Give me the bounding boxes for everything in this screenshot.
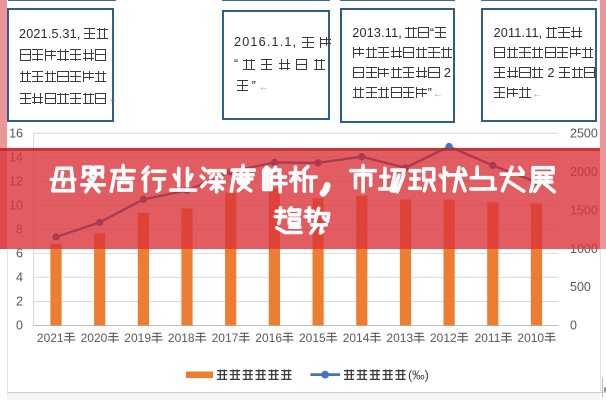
svg-text:2016: 2016 [255,331,282,345]
svg-text:0: 0 [570,319,577,333]
svg-text:0: 0 [16,319,23,333]
svg-text:500: 500 [570,280,591,294]
svg-text:2014: 2014 [343,331,370,345]
svg-text:2013: 2013 [386,331,413,345]
svg-text:2012: 2012 [430,331,457,345]
svg-text:2: 2 [16,295,23,309]
svg-text:16: 16 [9,126,23,140]
svg-text:2018: 2018 [168,331,195,345]
svg-text:4: 4 [16,271,23,285]
svg-text:(‰): (‰) [408,369,429,383]
svg-text:2500: 2500 [570,126,598,140]
svg-text:2021: 2021 [37,331,64,345]
svg-text:2020: 2020 [81,331,108,345]
svg-text:2011: 2011 [475,331,501,345]
svg-text:2017: 2017 [212,331,239,345]
svg-text:2010: 2010 [517,331,544,345]
svg-text:6: 6 [16,247,23,261]
svg-text:2015: 2015 [299,331,326,345]
svg-text:2019: 2019 [124,331,151,345]
